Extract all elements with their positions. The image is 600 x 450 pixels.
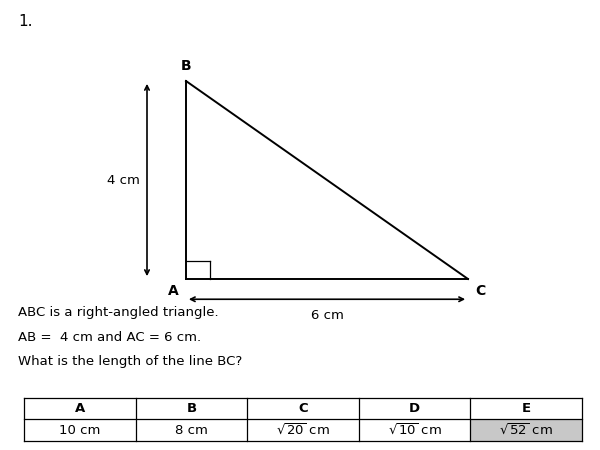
Text: $\sqrt{10}$ cm: $\sqrt{10}$ cm bbox=[388, 423, 442, 438]
Text: $\sqrt{20}$ cm: $\sqrt{20}$ cm bbox=[276, 423, 330, 438]
Text: ABC is a right-angled triangle.: ABC is a right-angled triangle. bbox=[18, 306, 218, 319]
Text: A: A bbox=[74, 402, 85, 415]
Text: 10 cm: 10 cm bbox=[59, 424, 100, 436]
Text: 8 cm: 8 cm bbox=[175, 424, 208, 436]
Text: C: C bbox=[298, 402, 308, 415]
Text: B: B bbox=[181, 59, 191, 73]
Text: E: E bbox=[521, 402, 531, 415]
Text: D: D bbox=[409, 402, 420, 415]
Text: 1.: 1. bbox=[18, 14, 32, 28]
Text: C: C bbox=[475, 284, 485, 298]
Text: B: B bbox=[187, 402, 196, 415]
Text: $\sqrt{52}$ cm: $\sqrt{52}$ cm bbox=[499, 423, 553, 438]
Bar bbox=[470, 419, 582, 441]
Text: 4 cm: 4 cm bbox=[107, 174, 140, 186]
Text: What is the length of the line BC?: What is the length of the line BC? bbox=[18, 356, 242, 369]
Text: A: A bbox=[168, 284, 179, 298]
Text: AB =  4 cm and AC = 6 cm.: AB = 4 cm and AC = 6 cm. bbox=[18, 331, 201, 344]
Text: 6 cm: 6 cm bbox=[311, 309, 343, 322]
